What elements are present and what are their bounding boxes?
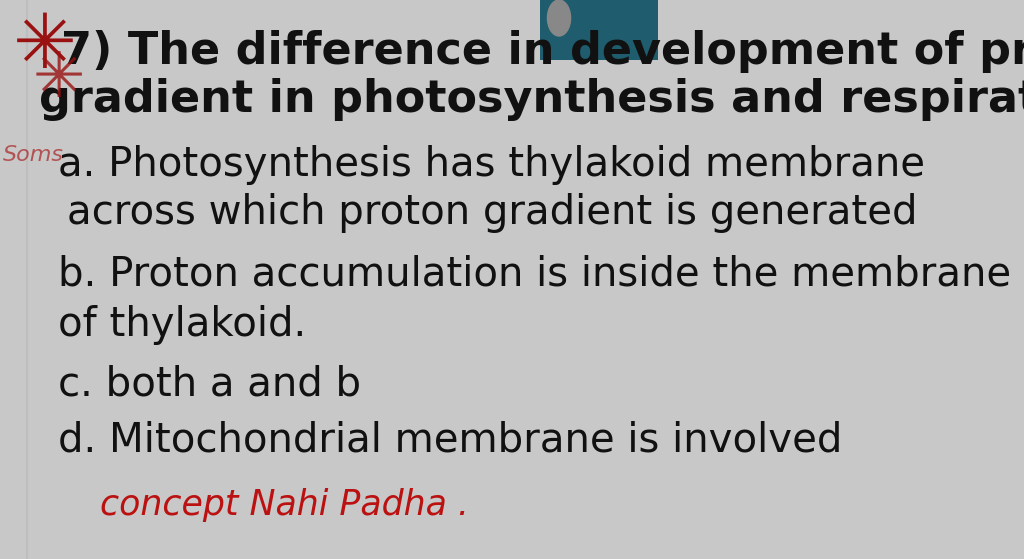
Text: ✳: ✳ bbox=[13, 10, 77, 84]
Text: across which proton gradient is generated: across which proton gradient is generate… bbox=[68, 193, 918, 233]
Text: Soms: Soms bbox=[3, 145, 65, 165]
Text: concept Nahi Padha .: concept Nahi Padha . bbox=[99, 488, 468, 522]
Text: c. both a and b: c. both a and b bbox=[57, 365, 360, 405]
Text: d. Mitochondrial membrane is involved: d. Mitochondrial membrane is involved bbox=[57, 420, 842, 460]
Text: a. Photosynthesis has thylakoid membrane: a. Photosynthesis has thylakoid membrane bbox=[57, 145, 925, 185]
Text: ✳: ✳ bbox=[32, 50, 85, 110]
Bar bbox=[540, 0, 658, 60]
Text: of thylakoid.: of thylakoid. bbox=[57, 305, 306, 345]
Text: b. Proton accumulation is inside the membrane: b. Proton accumulation is inside the mem… bbox=[57, 255, 1011, 295]
Text: gradient in photosynthesis and respiration: gradient in photosynthesis and respirati… bbox=[39, 78, 1024, 121]
Text: 7) The difference in development of proton: 7) The difference in development of prot… bbox=[61, 30, 1024, 73]
Circle shape bbox=[548, 0, 570, 36]
